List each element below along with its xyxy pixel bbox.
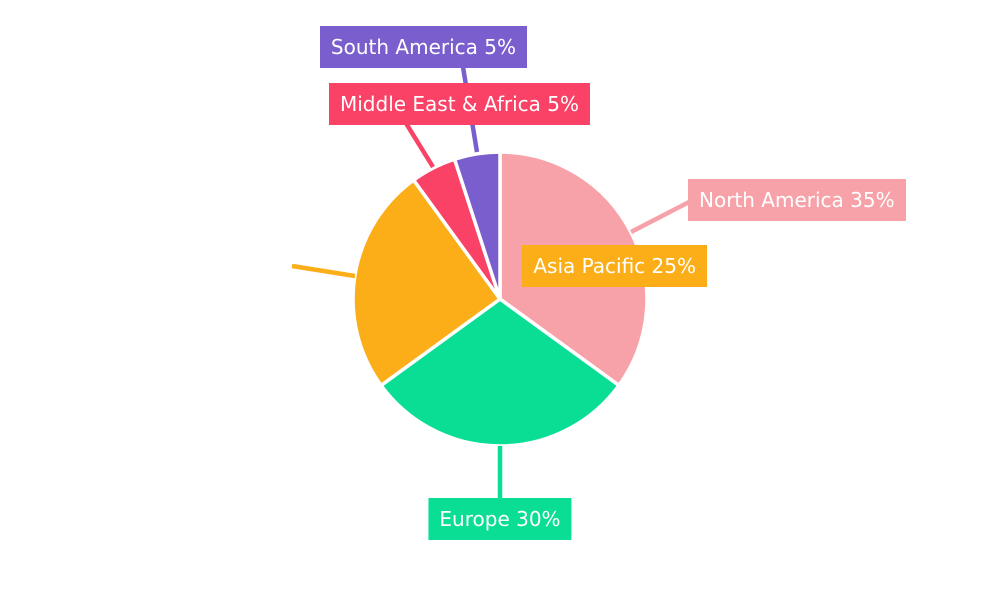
- leader-line-asia-pacific: [291, 263, 356, 279]
- leader-line-middle-east-and-africa: [402, 118, 435, 169]
- leader-line-north-america: [629, 199, 693, 234]
- callout-label-europe: Europe 30%: [428, 498, 572, 540]
- callout-label-north-america: North America 35%: [688, 179, 906, 221]
- callout-label-asia-pacific: Asia Pacific 25%: [522, 245, 707, 287]
- callout-label-south-america: South America 5%: [319, 26, 527, 68]
- pie-slice-south-america[interactable]: [452, 150, 502, 301]
- callout-label-middle-east-and-africa: Middle East & Africa 5%: [328, 83, 590, 125]
